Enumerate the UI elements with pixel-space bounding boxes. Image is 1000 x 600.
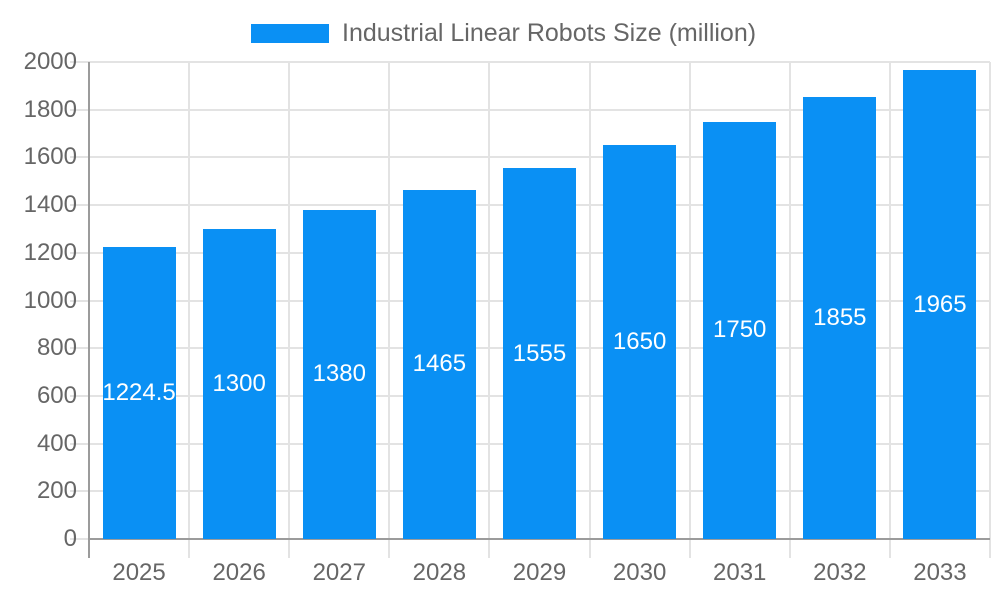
- bar-2027[interactable]: [302, 209, 376, 539]
- x-axis-tick-label: 2025: [112, 559, 166, 586]
- gridline-horizontal: [70, 108, 990, 111]
- bar-2032[interactable]: [803, 96, 877, 539]
- y-axis-tick-label: 2000: [23, 48, 77, 75]
- bar-2030[interactable]: [603, 145, 677, 539]
- gridline-horizontal: [70, 156, 990, 159]
- legend-label: Industrial Linear Robots Size (million): [342, 18, 757, 47]
- y-axis-tick-label: 1400: [23, 191, 77, 219]
- gridline-vertical: [588, 62, 591, 558]
- gridline-vertical: [888, 62, 891, 558]
- bar-2028[interactable]: [402, 189, 476, 539]
- gridline-vertical: [188, 62, 191, 558]
- x-axis-tick-label: 2030: [612, 559, 667, 586]
- x-axis-tick-label: 2029: [512, 559, 567, 586]
- y-axis-tick-label: 1600: [23, 143, 77, 171]
- x-axis-tick-label: 2027: [312, 559, 366, 586]
- x-axis-tick-label: 2028: [412, 559, 467, 586]
- y-axis-tick-label: 600: [36, 381, 77, 409]
- y-axis-tick-label: 1000: [23, 286, 77, 314]
- legend-swatch: [251, 23, 329, 43]
- gridline-vertical: [388, 62, 391, 558]
- x-axis-tick-label: 2033: [913, 559, 967, 586]
- gridline-vertical: [788, 62, 791, 558]
- y-axis-tick-label: 0: [63, 525, 77, 552]
- gridline-vertical: [688, 62, 691, 558]
- y-axis-tick-label: 1200: [23, 238, 77, 266]
- bar-2029[interactable]: [503, 168, 576, 539]
- bar-2026[interactable]: [202, 228, 276, 539]
- y-axis-tick-label: 1800: [23, 95, 77, 123]
- x-axis-tick-label: 2026: [212, 559, 266, 586]
- legend-item[interactable]: Industrial Linear Robots Size (million): [251, 18, 757, 47]
- gridline-vertical: [488, 62, 491, 558]
- bar-2025[interactable]: [102, 246, 176, 539]
- gridline-vertical: [989, 62, 991, 558]
- y-axis-tick-label: 400: [36, 429, 77, 457]
- x-axis-line: [88, 538, 990, 540]
- gridline-vertical: [288, 62, 291, 558]
- y-axis-line: [88, 62, 90, 558]
- x-axis-tick-label: 2032: [813, 559, 867, 586]
- bar-2031[interactable]: [703, 121, 777, 539]
- gridline-horizontal: [70, 61, 990, 63]
- bar-2033[interactable]: [903, 70, 977, 539]
- y-axis-tick-label: 800: [36, 334, 77, 362]
- x-axis-tick-label: 2031: [713, 559, 767, 586]
- y-axis-tick-label: 200: [36, 477, 77, 505]
